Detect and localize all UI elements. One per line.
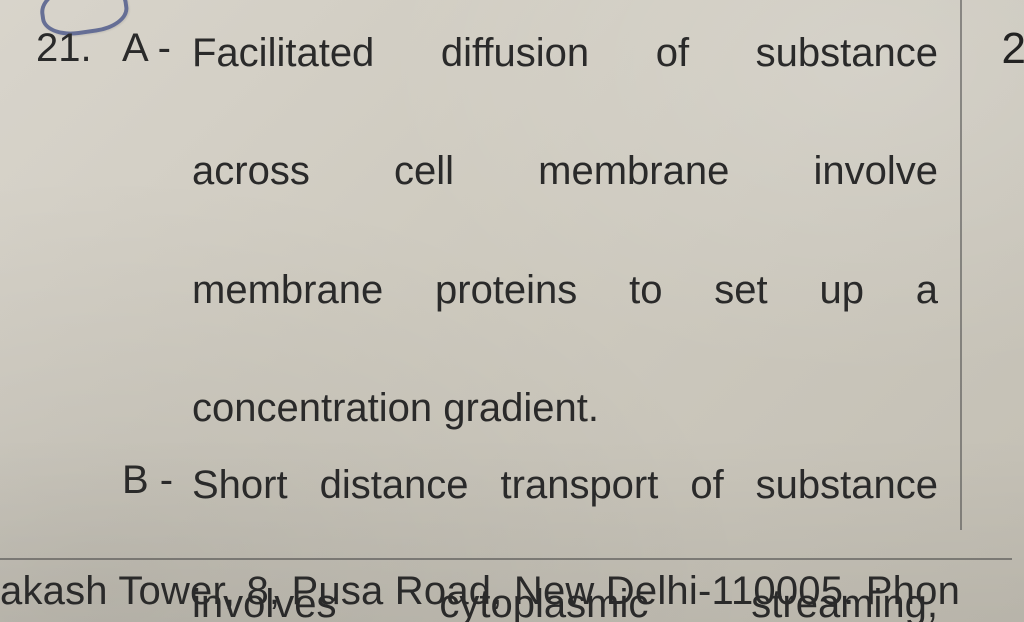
option-a-line-2: across cell membrane involve xyxy=(192,142,938,260)
option-a-row: 21. A - Facilitated diffusion of substan… xyxy=(36,24,938,438)
page-root: 2 21. A - Facilitated diffusion of subst… xyxy=(0,0,1024,622)
right-partial-number: 2 xyxy=(1002,24,1024,74)
option-a-label: A - xyxy=(122,24,192,71)
option-a-text: Facilitated diffusion of substance acros… xyxy=(192,24,938,438)
option-a-line-4: concentration gradient. xyxy=(192,386,599,430)
footer-address: akash Tower, 8, Pusa Road, New Delhi-110… xyxy=(0,569,960,614)
question-block: 21. A - Facilitated diffusion of substan… xyxy=(36,24,938,622)
horizontal-rule xyxy=(0,558,1012,560)
option-a-line-3: membrane proteins to set up a xyxy=(192,261,938,379)
option-b-label: B - xyxy=(122,456,192,503)
vertical-rule xyxy=(960,0,962,530)
question-number: 21. xyxy=(36,24,122,71)
option-a-line-1: Facilitated diffusion of substance xyxy=(192,24,938,142)
option-b-line-1: Short distance transport of substance xyxy=(192,456,938,574)
